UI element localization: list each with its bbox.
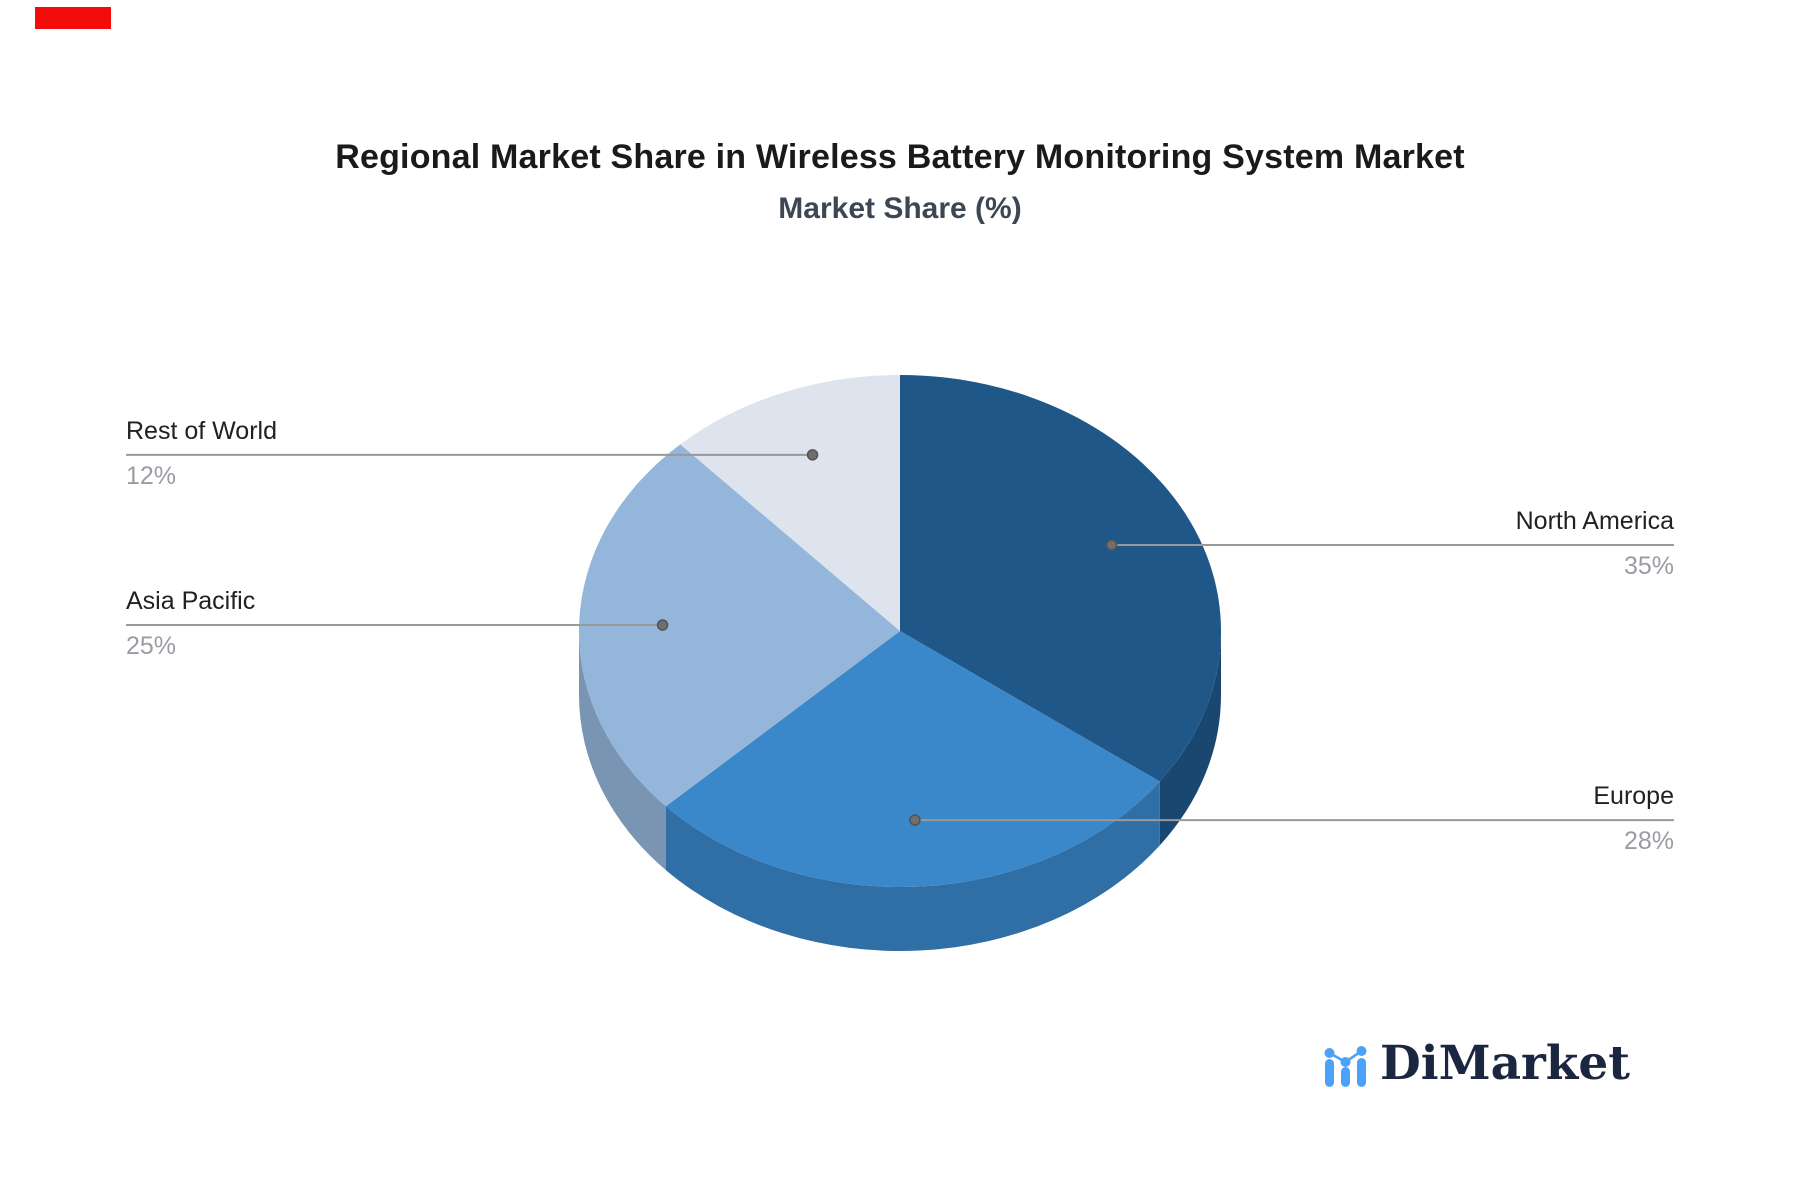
leader-dot	[1105, 539, 1118, 551]
pie-slice-side	[579, 631, 667, 871]
slice-value-north-america: 35%	[1623, 551, 1674, 580]
pie-slice-europe[interactable]	[666, 631, 1160, 888]
slice-label-europe: Europe	[1593, 782, 1674, 811]
pie-slice-north-america[interactable]	[900, 375, 1221, 782]
slice-value-europe: 28%	[1623, 827, 1674, 856]
slice-label-rest-of-world: Rest of World	[126, 416, 277, 445]
slice-value-asia-pacific: 25%	[126, 632, 177, 661]
pie-slice-side	[666, 781, 1160, 951]
brand-name: DiMarket	[1379, 1036, 1630, 1091]
red-marker	[35, 7, 111, 29]
leader-dot	[806, 449, 819, 461]
pie-slice-asia-pacific[interactable]	[579, 444, 900, 807]
chart-title: Regional Market Share in Wireless Batter…	[335, 138, 1465, 176]
leader-dot	[656, 619, 669, 631]
brand-logo: DiMarket	[1324, 1038, 1630, 1090]
slice-value-rest-of-world: 12%	[126, 461, 177, 490]
leader-dot	[909, 814, 921, 826]
pie-slice-side	[1159, 631, 1221, 846]
slice-label-north-america: North America	[1515, 506, 1674, 535]
bar-line-chart-icon	[1324, 1046, 1367, 1087]
pie-slice-rest-of-world[interactable]	[680, 375, 900, 631]
slice-label-asia-pacific: Asia Pacific	[126, 587, 256, 616]
chart-subtitle: Market Share (%)	[778, 192, 1022, 225]
